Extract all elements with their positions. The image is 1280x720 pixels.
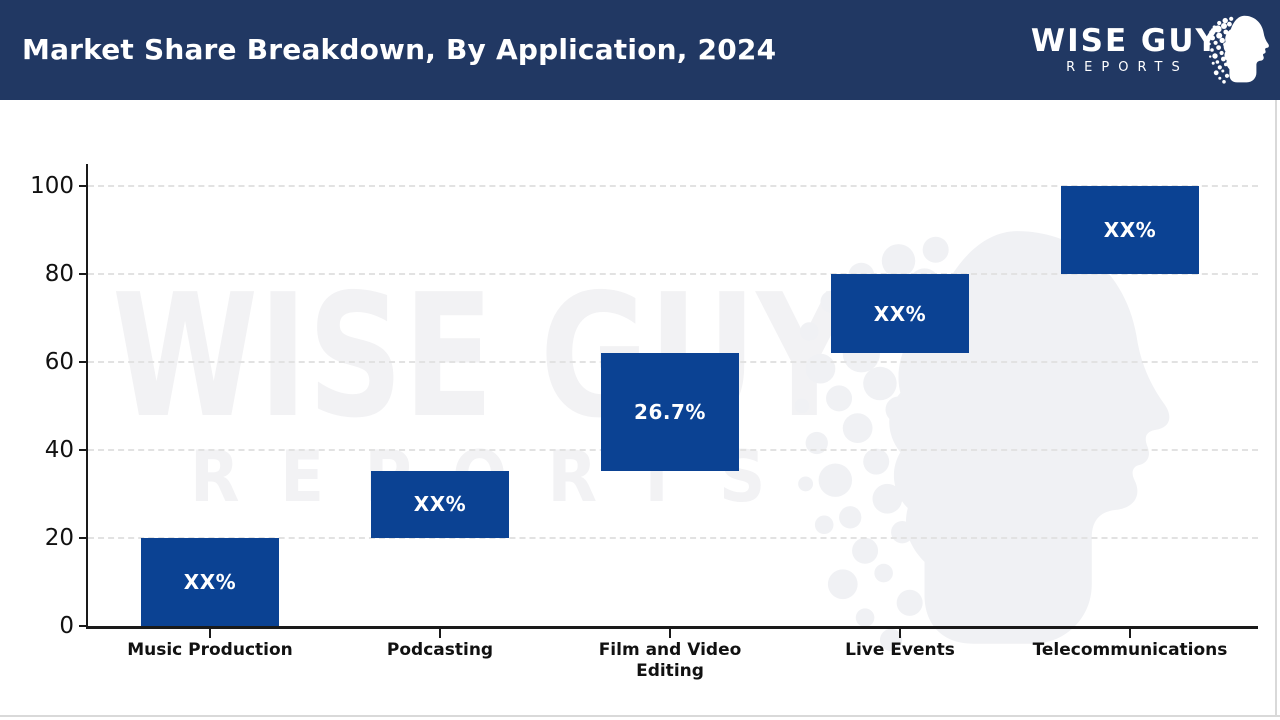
gridline-20	[88, 537, 1258, 539]
bar-value-label: XX%	[1103, 218, 1157, 242]
brand-logo: WISE GUY REPORTS	[1031, 4, 1272, 96]
x-tick-mark-0	[209, 629, 211, 638]
y-tick-mark-60	[79, 361, 88, 363]
bar-music-production: XX%	[141, 538, 279, 626]
frame-bottom-border	[0, 715, 1280, 717]
bar-telecommunications: XX%	[1061, 186, 1199, 274]
x-tick-mark-3	[899, 629, 901, 638]
y-tick-label-0: 0	[59, 613, 74, 639]
y-tick-label-20: 20	[44, 525, 74, 551]
y-tick-label-60: 60	[44, 349, 74, 375]
x-category-label-3: Live Events	[845, 640, 955, 660]
brand-head-icon	[1208, 15, 1269, 84]
x-category-label-0: Music Production	[127, 640, 293, 660]
x-category-label-1: Podcasting	[386, 640, 494, 660]
gridline-100	[88, 185, 1258, 187]
frame-right-border	[1275, 100, 1277, 716]
x-category-label-4: Telecommunications	[1032, 640, 1228, 660]
x-tick-mark-2	[669, 629, 671, 638]
x-tick-mark-4	[1129, 629, 1131, 638]
y-tick-label-40: 40	[44, 437, 74, 463]
y-tick-mark-40	[79, 449, 88, 451]
bar-film-and-video-editing: 26.7%	[601, 353, 739, 471]
chart-title: Market Share Breakdown, By Application, …	[22, 32, 777, 66]
header-bar: Market Share Breakdown, By Application, …	[0, 0, 1280, 100]
brand-logo-text: WISE GUY REPORTS	[1031, 25, 1220, 76]
bar-value-label: XX%	[183, 570, 237, 594]
y-tick-mark-80	[79, 273, 88, 275]
x-axis-line	[86, 626, 1258, 629]
y-tick-mark-100	[79, 185, 88, 187]
bar-podcasting: XX%	[371, 470, 509, 538]
y-tick-mark-20	[79, 537, 88, 539]
y-tick-label-80: 80	[44, 261, 74, 287]
x-tick-mark-1	[439, 629, 441, 638]
bar-value-label: 26.7%	[634, 399, 706, 424]
y-tick-mark-0	[79, 625, 88, 627]
bar-live-events: XX%	[831, 274, 969, 354]
bar-value-label: XX%	[413, 492, 467, 517]
y-tick-label-100: 100	[30, 173, 74, 199]
x-category-label-2: Film and Video Editing	[598, 640, 742, 682]
y-axis-line	[86, 164, 88, 629]
bar-value-label: XX%	[873, 301, 927, 326]
watermark-text: WISE GUY	[112, 258, 853, 456]
brand-name: WISE GUY	[1030, 22, 1220, 59]
gridline-80	[88, 273, 1258, 275]
brand-subname: REPORTS	[1066, 60, 1189, 76]
